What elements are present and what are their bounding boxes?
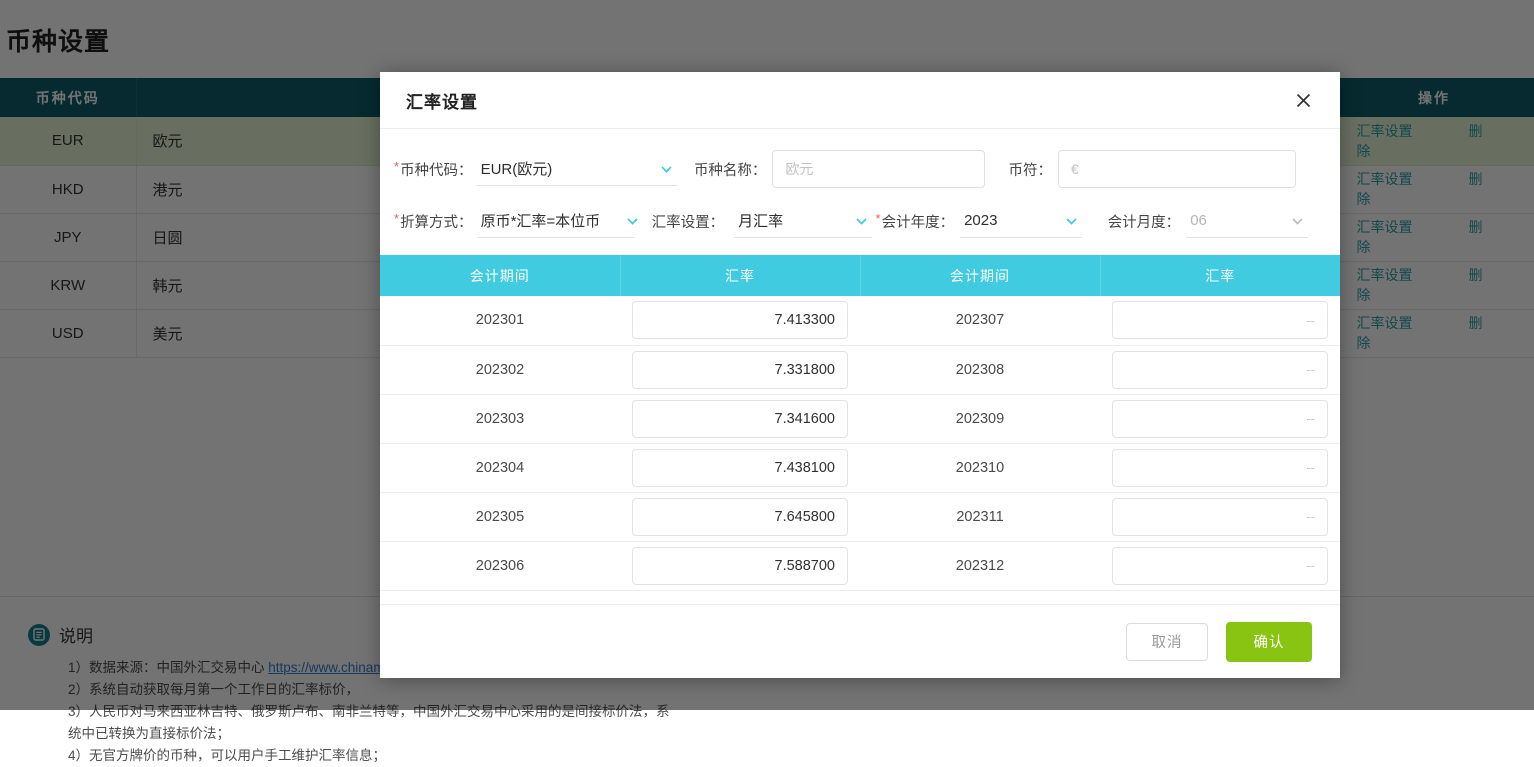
rate-input-right-cell: -- bbox=[1100, 345, 1340, 394]
chevron-down-icon bbox=[855, 214, 868, 227]
rate-input-left[interactable]: 7.341600 bbox=[632, 400, 848, 438]
rate-input-left[interactable]: 7.588700 bbox=[632, 547, 848, 585]
cell-period-right: 202311 bbox=[860, 492, 1100, 541]
rates-row: 202306 7.588700 202312 -- bbox=[380, 541, 1340, 590]
dialog-form: * 币种代码： EUR(欧元) 币种名称： 欧元 币符： € bbox=[380, 129, 1340, 255]
convert-method-value: 原币*汇率=本位币 bbox=[477, 210, 601, 231]
rate-input-right[interactable]: -- bbox=[1112, 498, 1328, 536]
rate-input-left[interactable]: 7.645800 bbox=[632, 498, 848, 536]
field-currency-symbol: 币符： € bbox=[999, 150, 1314, 188]
cell-period-left: 202306 bbox=[380, 541, 620, 590]
cell-period-right: 202309 bbox=[860, 394, 1100, 443]
chevron-down-icon bbox=[626, 214, 639, 227]
rates-row: 202304 7.438100 202310 -- bbox=[380, 443, 1340, 492]
currency-code-label: 币种代码： bbox=[400, 159, 473, 180]
rate-input-right[interactable]: -- bbox=[1112, 400, 1328, 438]
rate-input-left-cell: 7.645800 bbox=[620, 492, 860, 541]
rate-input-left[interactable]: 7.438100 bbox=[632, 449, 848, 487]
cell-period-right: 202310 bbox=[860, 443, 1100, 492]
chevron-down-icon bbox=[1291, 214, 1304, 227]
rate-setting-label: 汇率设置： bbox=[643, 211, 725, 232]
rate-input-left[interactable]: 7.331800 bbox=[632, 351, 848, 389]
rates-column-rate-2: 汇率 bbox=[1100, 255, 1340, 296]
rates-row: 202302 7.331800 202308 -- bbox=[380, 345, 1340, 394]
exchange-rate-dialog: 汇率设置 * 币种代码： EUR(欧元) 币种名称： bbox=[380, 72, 1340, 678]
cell-period-left: 202301 bbox=[380, 296, 620, 345]
rates-column-period-1: 会计期间 bbox=[380, 255, 620, 296]
rate-input-left-cell: 7.413300 bbox=[620, 296, 860, 345]
note-line: 统中已转换为直接标价法； bbox=[68, 723, 1534, 745]
rate-input-right-cell: -- bbox=[1100, 492, 1340, 541]
field-convert-method: * 折算方式： 原币*汇率=本位币 bbox=[394, 204, 643, 238]
fiscal-year-value: 2023 bbox=[960, 212, 997, 229]
rates-row: 202303 7.341600 202309 -- bbox=[380, 394, 1340, 443]
cell-period-left: 202305 bbox=[380, 492, 620, 541]
rate-setting-value: 月汇率 bbox=[734, 210, 783, 231]
cell-period-left: 202303 bbox=[380, 394, 620, 443]
rate-input-right[interactable]: -- bbox=[1112, 449, 1328, 487]
fiscal-month-value: 06 bbox=[1186, 212, 1207, 229]
convert-method-select[interactable]: 原币*汇率=本位币 bbox=[477, 204, 635, 238]
rate-input-left-cell: 7.341600 bbox=[620, 394, 860, 443]
rate-input-right[interactable]: -- bbox=[1112, 351, 1328, 389]
cell-period-left: 202302 bbox=[380, 345, 620, 394]
field-fiscal-year: * 会计年度： 2023 bbox=[876, 204, 1099, 238]
cell-period-right: 202312 bbox=[860, 541, 1100, 590]
rates-row: 202305 7.645800 202311 -- bbox=[380, 492, 1340, 541]
currency-code-select[interactable]: EUR(欧元) bbox=[477, 152, 677, 186]
confirm-button[interactable]: 确认 bbox=[1226, 622, 1312, 662]
rates-column-period-2: 会计期间 bbox=[860, 255, 1100, 296]
rates-header-row: 会计期间 汇率 会计期间 汇率 bbox=[380, 255, 1340, 296]
currency-code-value: EUR(欧元) bbox=[477, 158, 553, 179]
currency-name-placeholder: 欧元 bbox=[785, 159, 813, 179]
cell-period-left: 202304 bbox=[380, 443, 620, 492]
dialog-footer: 取消 确认 bbox=[380, 604, 1340, 678]
cancel-button[interactable]: 取消 bbox=[1126, 623, 1208, 661]
required-marker: * bbox=[394, 159, 399, 174]
currency-symbol-label: 币符： bbox=[999, 159, 1052, 180]
rate-input-right[interactable]: -- bbox=[1112, 301, 1328, 339]
currency-symbol-input[interactable]: € bbox=[1058, 150, 1296, 188]
rate-input-left-cell: 7.438100 bbox=[620, 443, 860, 492]
fiscal-month-label: 会计月度： bbox=[1099, 211, 1181, 232]
rates-column-rate-1: 汇率 bbox=[620, 255, 860, 296]
convert-method-label: 折算方式： bbox=[400, 211, 473, 232]
required-marker: * bbox=[876, 211, 881, 226]
close-icon[interactable] bbox=[1290, 87, 1316, 113]
rate-input-left-cell: 7.331800 bbox=[620, 345, 860, 394]
currency-symbol-placeholder: € bbox=[1071, 161, 1079, 177]
cell-period-right: 202307 bbox=[860, 296, 1100, 345]
rate-input-right-cell: -- bbox=[1100, 541, 1340, 590]
field-fiscal-month: 会计月度： 06 bbox=[1099, 204, 1314, 238]
chevron-down-icon bbox=[660, 162, 673, 175]
fiscal-year-label: 会计年度： bbox=[882, 211, 955, 232]
note-line: 4）无官方牌价的币种，可以用户手工维护汇率信息； bbox=[68, 745, 1534, 767]
field-currency-code: * 币种代码： EUR(欧元) bbox=[394, 152, 685, 186]
rate-input-left[interactable]: 7.413300 bbox=[632, 301, 848, 339]
currency-name-input[interactable]: 欧元 bbox=[772, 150, 985, 188]
fiscal-year-select[interactable]: 2023 bbox=[960, 204, 1082, 238]
rate-input-right-cell: -- bbox=[1100, 394, 1340, 443]
rate-input-right-cell: -- bbox=[1100, 296, 1340, 345]
required-marker: * bbox=[394, 211, 399, 226]
chevron-down-icon bbox=[1065, 214, 1078, 227]
rates-row: 202301 7.413300 202307 -- bbox=[380, 296, 1340, 345]
field-rate-setting: 汇率设置： 月汇率 bbox=[643, 204, 876, 238]
field-currency-name: 币种名称： 欧元 bbox=[685, 150, 1000, 188]
form-row-1: * 币种代码： EUR(欧元) 币种名称： 欧元 币符： € bbox=[394, 143, 1314, 195]
form-row-2: * 折算方式： 原币*汇率=本位币 汇率设置： 月汇率 bbox=[394, 195, 1314, 247]
rate-setting-select[interactable]: 月汇率 bbox=[734, 204, 872, 238]
dialog-title: 汇率设置 bbox=[406, 88, 478, 113]
fiscal-month-select[interactable]: 06 bbox=[1186, 204, 1308, 238]
cell-period-right: 202308 bbox=[860, 345, 1100, 394]
dialog-header: 汇率设置 bbox=[380, 72, 1340, 129]
rate-input-left-cell: 7.588700 bbox=[620, 541, 860, 590]
rate-input-right[interactable]: -- bbox=[1112, 547, 1328, 585]
currency-name-label: 币种名称： bbox=[685, 159, 767, 180]
rate-input-right-cell: -- bbox=[1100, 443, 1340, 492]
